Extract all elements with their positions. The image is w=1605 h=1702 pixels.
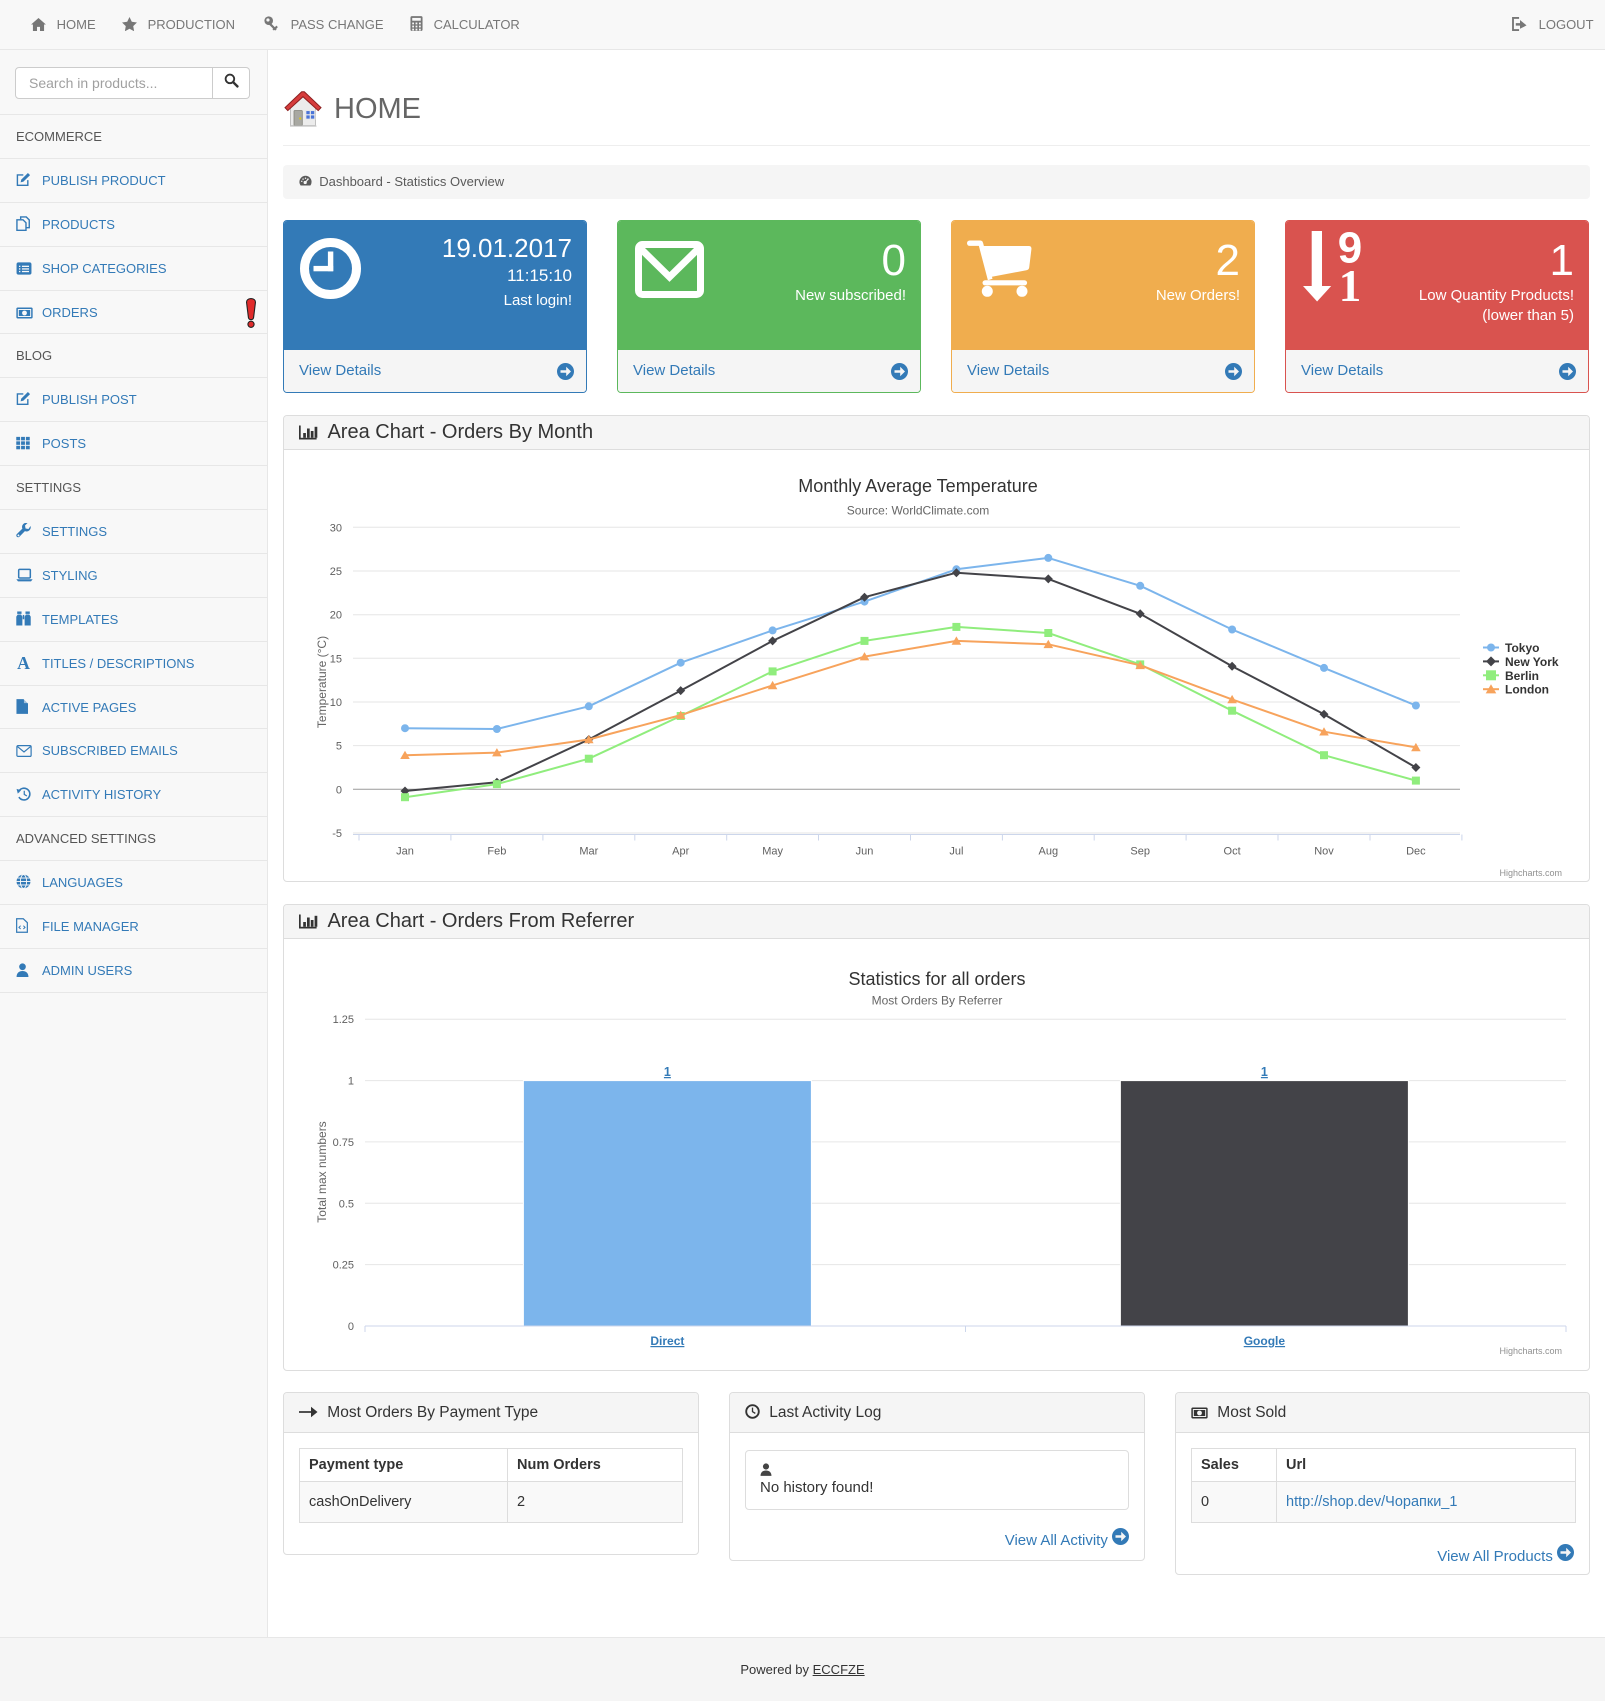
svg-text:Feb: Feb — [487, 846, 506, 858]
svg-text:May: May — [762, 846, 783, 858]
svg-text:Dec: Dec — [1406, 846, 1426, 858]
svg-text:-5: -5 — [332, 828, 342, 840]
svg-text:London: London — [1505, 683, 1549, 697]
svg-text:Berlin: Berlin — [1505, 669, 1539, 683]
svg-text:1: 1 — [1261, 1065, 1268, 1079]
svg-text:A: A — [17, 656, 30, 670]
svg-text:Sep: Sep — [1130, 846, 1150, 858]
svg-text:Mar: Mar — [579, 846, 598, 858]
svg-text:Nov: Nov — [1314, 846, 1334, 858]
svg-text:New York: New York — [1505, 655, 1559, 669]
svg-text:10: 10 — [330, 697, 342, 709]
svg-text:1: 1 — [348, 1076, 354, 1088]
svg-text:Aug: Aug — [1039, 846, 1059, 858]
svg-text:0.75: 0.75 — [333, 1137, 354, 1149]
svg-text:9: 9 — [1338, 231, 1362, 273]
svg-text:Apr: Apr — [672, 846, 689, 858]
svg-text:15: 15 — [330, 653, 342, 665]
svg-text:Jun: Jun — [856, 846, 874, 858]
svg-text:5: 5 — [336, 741, 342, 753]
svg-text:Google: Google — [1244, 1334, 1286, 1348]
svg-text:0.5: 0.5 — [339, 1198, 354, 1210]
svg-text:0.25: 0.25 — [333, 1260, 354, 1272]
svg-text:Tokyo: Tokyo — [1505, 641, 1539, 655]
svg-text:Highcharts.com: Highcharts.com — [1499, 1346, 1562, 1356]
svg-text:1: 1 — [1339, 261, 1362, 303]
svg-text:Total max numbers: Total max numbers — [315, 1121, 329, 1222]
svg-text:25: 25 — [330, 566, 342, 578]
svg-text:20: 20 — [330, 610, 342, 622]
svg-text:Monthly Average Temperature: Monthly Average Temperature — [798, 476, 1037, 496]
svg-text:1: 1 — [664, 1065, 671, 1079]
svg-text:Jan: Jan — [396, 846, 414, 858]
svg-text:Jul: Jul — [949, 846, 963, 858]
svg-text:0: 0 — [348, 1321, 354, 1333]
svg-text:Temperature (°C): Temperature (°C) — [315, 636, 329, 728]
svg-text:Source: WorldClimate.com: Source: WorldClimate.com — [847, 504, 990, 518]
svg-text:Oct: Oct — [1224, 846, 1241, 858]
svg-text:30: 30 — [330, 522, 342, 534]
svg-text:Most Orders By Referrer: Most Orders By Referrer — [872, 994, 1003, 1008]
svg-text:Highcharts.com: Highcharts.com — [1499, 868, 1562, 878]
svg-text:0: 0 — [336, 784, 342, 796]
svg-text:Direct: Direct — [650, 1334, 684, 1348]
svg-text:1.25: 1.25 — [333, 1014, 354, 1026]
svg-text:Statistics for all orders: Statistics for all orders — [848, 969, 1025, 989]
